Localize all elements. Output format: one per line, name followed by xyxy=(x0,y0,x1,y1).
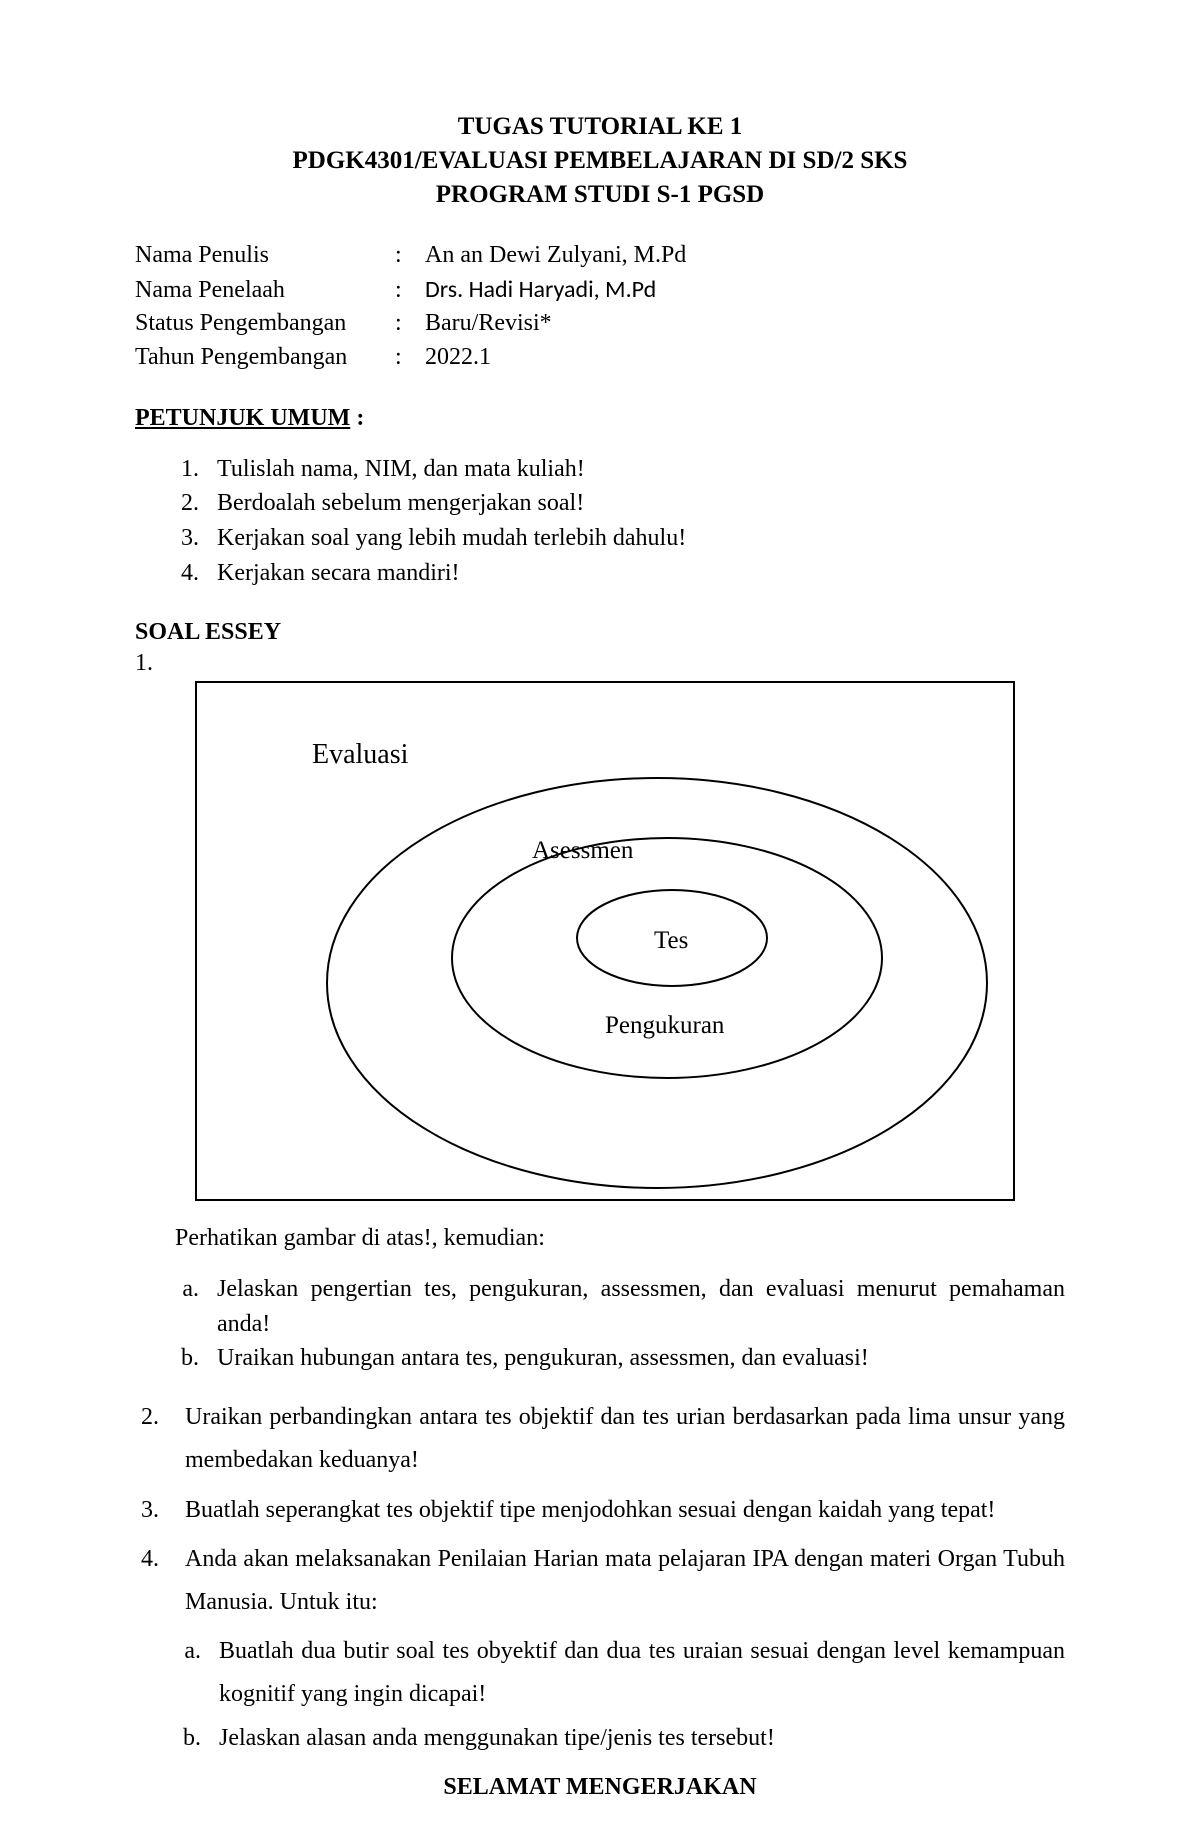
ellipse-asessmen xyxy=(452,838,882,1078)
label-pengukuran: Pengukuran xyxy=(605,1012,725,1039)
instruction-item: Kerjakan soal yang lebih mudah terlebih … xyxy=(205,521,1065,556)
info-colon: : xyxy=(395,307,425,341)
question-1-sublist: Jelaskan pengertian tes, pengukuran, ass… xyxy=(205,1272,1065,1376)
info-value: Baru/Revisi* xyxy=(425,307,686,341)
ellipse-evaluasi xyxy=(327,778,987,1188)
info-label: Tahun Pengembangan xyxy=(135,341,395,375)
sub-item: Jelaskan pengertian tes, pengukuran, ass… xyxy=(205,1272,1065,1342)
question-item: Buatlah seperangkat tes objektif tipe me… xyxy=(165,1489,1065,1532)
info-value: Drs. Hadi Haryadi, M.Pd xyxy=(425,273,686,308)
question-list: Uraikan perbandingkan antara tes objekti… xyxy=(165,1396,1065,1760)
info-colon: : xyxy=(395,341,425,375)
instruction-item: Kerjakan secara mandiri! xyxy=(205,556,1065,591)
footer-text: SELAMAT MENGERJAKAN xyxy=(135,1774,1065,1801)
sub-item: Uraikan hubungan antara tes, pengukuran,… xyxy=(205,1341,1065,1376)
instruction-item: Tulislah nama, NIM, dan mata kuliah! xyxy=(205,452,1065,487)
question-text: Anda akan melaksanakan Penilaian Harian … xyxy=(185,1546,1065,1615)
label-tes: Tes xyxy=(654,927,688,954)
document-header: TUGAS TUTORIAL KE 1 PDGK4301/EVALUASI PE… xyxy=(135,110,1065,211)
info-label: Nama Penulis xyxy=(135,239,395,273)
venn-diagram: Evaluasi Asessmen Tes Pengukuran xyxy=(195,681,1015,1201)
soal-heading: SOAL ESSEY xyxy=(135,619,1065,646)
instruction-item: Berdoalah sebelum mengerjakan soal! xyxy=(205,486,1065,521)
petunjuk-heading: PETUNJUK UMUM : xyxy=(135,405,1065,432)
info-colon: : xyxy=(395,273,425,308)
info-label: Nama Penelaah xyxy=(135,273,395,308)
header-line-3: PROGRAM STUDI S-1 PGSD xyxy=(135,178,1065,212)
sub-item: Jelaskan alasan anda menggunakan tipe/je… xyxy=(207,1717,1065,1760)
header-line-2: PDGK4301/EVALUASI PEMBELAJARAN DI SD/2 S… xyxy=(135,144,1065,178)
info-label: Status Pengembangan xyxy=(135,307,395,341)
venn-svg: Evaluasi Asessmen Tes Pengukuran xyxy=(197,683,1017,1203)
header-line-1: TUGAS TUTORIAL KE 1 xyxy=(135,110,1065,144)
question-1-number: 1. xyxy=(135,650,1065,677)
question-item: Uraikan perbandingkan antara tes objekti… xyxy=(165,1396,1065,1482)
info-value: An an Dewi Zulyani, M.Pd xyxy=(425,239,686,273)
question-1-intro: Perhatikan gambar di atas!, kemudian: xyxy=(175,1225,1065,1252)
question-4-sublist: Buatlah dua butir soal tes obyektif dan … xyxy=(207,1630,1065,1760)
label-asessmen: Asessmen xyxy=(532,837,634,864)
question-item: Anda akan melaksanakan Penilaian Harian … xyxy=(165,1538,1065,1760)
label-evaluasi: Evaluasi xyxy=(312,739,409,770)
info-colon: : xyxy=(395,239,425,273)
info-value: 2022.1 xyxy=(425,341,686,375)
info-table: Nama Penulis : An an Dewi Zulyani, M.Pd … xyxy=(135,239,686,374)
instruction-list: Tulislah nama, NIM, dan mata kuliah! Ber… xyxy=(205,452,1065,591)
sub-item: Buatlah dua butir soal tes obyektif dan … xyxy=(207,1630,1065,1716)
